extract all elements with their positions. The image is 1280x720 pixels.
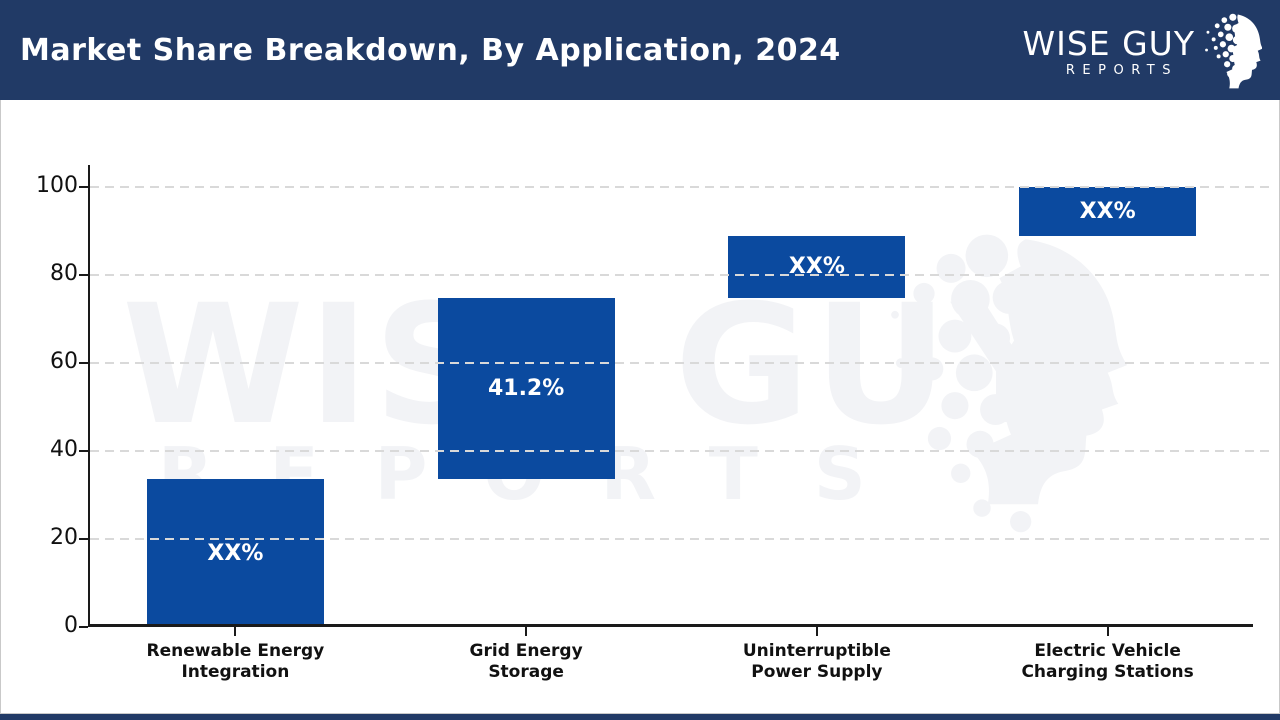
y-tick-mark (79, 186, 88, 188)
page-title: Market Share Breakdown, By Application, … (20, 32, 841, 68)
y-tick-mark (79, 450, 88, 452)
y-gridline (90, 186, 1272, 188)
y-tick-mark (79, 274, 88, 276)
bar-value-label: XX% (207, 540, 264, 566)
y-tick-label: 60 (50, 349, 78, 374)
y-tick-label: 0 (64, 613, 78, 638)
bar-segment: 41.2% (437, 297, 615, 480)
x-category-label: Renewable Energy Integration (146, 641, 325, 682)
logo-subtext: REPORTS (1065, 63, 1178, 78)
x-tick-mark (234, 627, 237, 636)
y-tick-label: 20 (50, 525, 78, 550)
y-tick-mark (79, 538, 88, 540)
y-gridline (90, 362, 1272, 364)
x-tick-mark (815, 627, 818, 636)
brand-logo: WISE GUY REPORTS (1020, 0, 1270, 100)
footer-bar (0, 714, 1280, 720)
logo-wordmark: WISE GUY (1022, 24, 1195, 63)
y-tick-mark (79, 626, 88, 628)
bar-segment: XX% (146, 479, 324, 627)
y-tick-mark (79, 362, 88, 364)
bar-value-label: 41.2% (487, 376, 565, 401)
bar-segment: XX% (728, 235, 906, 298)
x-tick-mark (525, 627, 528, 636)
x-axis-line (88, 624, 1253, 627)
x-category-label: Grid Energy Storage (469, 641, 583, 682)
y-gridline (90, 450, 1272, 452)
x-category-label: Electric Vehicle Charging Stations (1021, 641, 1194, 682)
y-tick-label: 80 (50, 261, 78, 286)
bar-value-label: XX% (1079, 198, 1136, 224)
y-gridline (90, 538, 1272, 540)
x-tick-mark (1106, 627, 1109, 636)
logo-head-icon (1205, 13, 1262, 89)
header-bar: Market Share Breakdown, By Application, … (0, 0, 1280, 100)
bar-segment: XX% (1019, 187, 1197, 236)
y-axis-line (88, 165, 90, 627)
y-gridline (90, 274, 1272, 276)
y-tick-label: 40 (50, 437, 78, 462)
x-category-label: Uninterruptible Power Supply (742, 641, 891, 682)
y-tick-label: 100 (36, 173, 78, 198)
watermark-head-icon (891, 234, 1127, 533)
